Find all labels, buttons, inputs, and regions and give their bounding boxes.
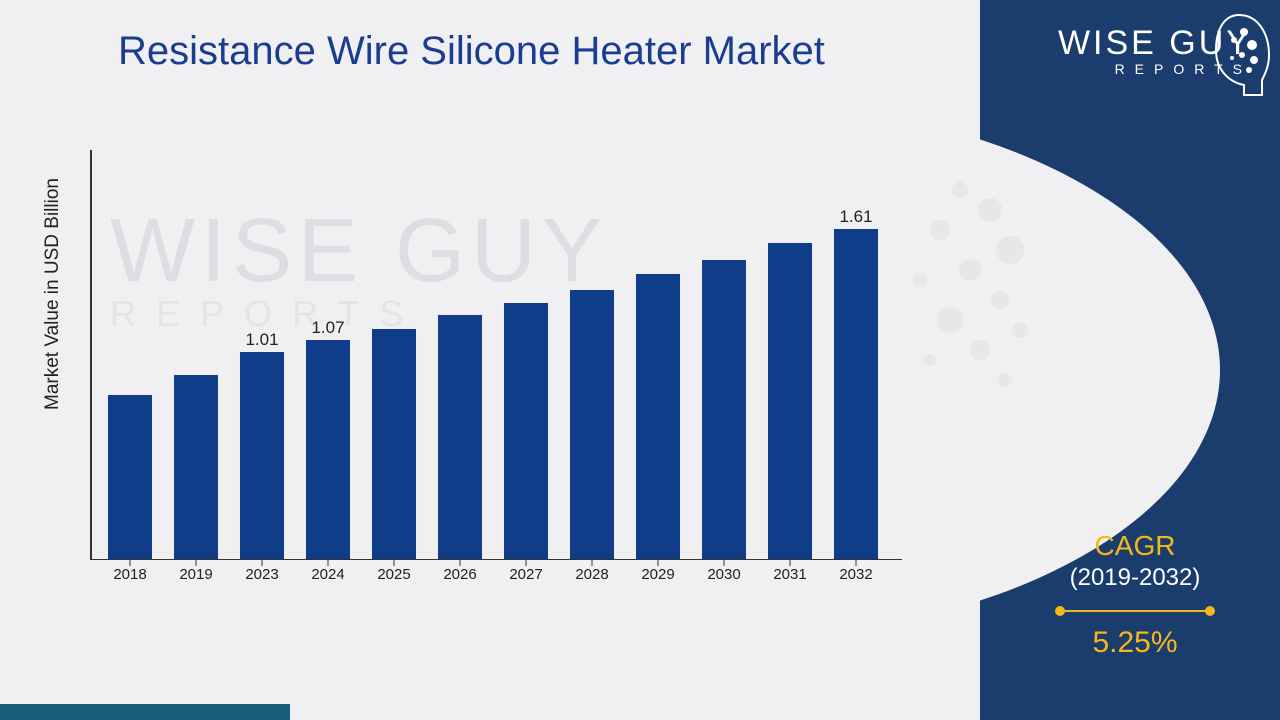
x-tick-label: 2029 — [641, 566, 674, 583]
x-tick-label: 2019 — [179, 566, 212, 583]
x-tick-label: 2030 — [707, 566, 740, 583]
bar: 1.07 — [306, 340, 350, 559]
plot-area: 201820191.0120231.0720242025202620272028… — [90, 150, 902, 560]
cagr-value: 5.25% — [1040, 626, 1230, 660]
bar — [636, 274, 680, 559]
x-tick-label: 2028 — [575, 566, 608, 583]
bar — [570, 290, 614, 559]
x-tick-label: 2024 — [311, 566, 344, 583]
x-tick-label: 2023 — [245, 566, 278, 583]
bottom-bar — [0, 704, 290, 720]
bar: 1.61 — [834, 229, 878, 559]
bar — [108, 395, 152, 559]
y-axis-label: Market Value in USD Billion — [42, 178, 64, 410]
cagr-label: CAGR — [1040, 530, 1230, 562]
bar: 1.01 — [240, 352, 284, 559]
logo-head-icon — [1204, 10, 1274, 100]
x-tick-label: 2026 — [443, 566, 476, 583]
cagr-divider — [1060, 610, 1210, 612]
bar-chart: Market Value in USD Billion 201820191.01… — [52, 150, 902, 600]
x-tick-label: 2018 — [113, 566, 146, 583]
cagr-block: CAGR (2019-2032) 5.25% — [1040, 530, 1230, 660]
x-tick-label: 2027 — [509, 566, 542, 583]
bar — [372, 329, 416, 559]
bar — [504, 303, 548, 559]
y-axis-line — [90, 150, 92, 560]
chart-title: Resistance Wire Silicone Heater Market — [118, 28, 825, 74]
bar — [702, 260, 746, 559]
bar — [438, 315, 482, 559]
bar-value-label: 1.61 — [839, 207, 872, 227]
cagr-period: (2019-2032) — [1040, 564, 1230, 592]
x-tick-label: 2025 — [377, 566, 410, 583]
bar — [768, 243, 812, 559]
bar-value-label: 1.01 — [245, 330, 278, 350]
bar — [174, 375, 218, 560]
x-tick-label: 2031 — [773, 566, 806, 583]
x-tick-label: 2032 — [839, 566, 872, 583]
bar-value-label: 1.07 — [311, 318, 344, 338]
